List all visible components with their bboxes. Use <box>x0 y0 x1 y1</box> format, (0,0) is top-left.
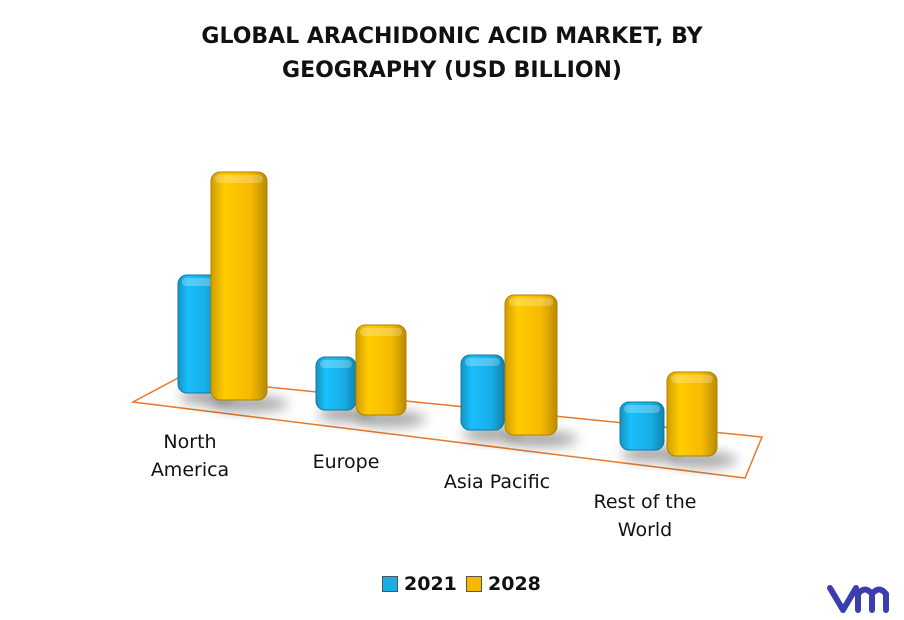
bar <box>504 294 558 436</box>
floor <box>130 377 764 479</box>
legend-swatch <box>466 576 482 592</box>
legend-item: 2021 <box>382 573 457 595</box>
bar-highlight <box>320 360 352 368</box>
legend-label: 2028 <box>488 573 541 595</box>
x-tick-label: Europe <box>312 451 380 473</box>
x-tick-label: North America <box>150 431 230 481</box>
bar-highlight <box>671 375 713 383</box>
bar-highlight <box>624 405 660 413</box>
legend-item: 2028 <box>466 573 541 595</box>
x-tick-label: Asia Pacific <box>443 471 551 493</box>
bar <box>666 371 718 457</box>
bar <box>619 401 665 451</box>
legend-swatch <box>382 576 398 592</box>
chart-title: GLOBAL ARACHIDONIC ACID MARKET, BY GEOGR… <box>201 24 703 83</box>
legend-label: 2021 <box>404 573 457 595</box>
bar-highlight <box>465 358 500 366</box>
logo <box>827 585 889 613</box>
bar <box>355 324 407 416</box>
bar-highlight <box>215 175 263 183</box>
bar <box>210 171 268 401</box>
bar-highlight <box>509 298 553 306</box>
bar-highlight <box>360 328 402 336</box>
x-tick-label: Rest of the World <box>593 491 697 541</box>
bar <box>460 354 505 431</box>
bar-highlight <box>182 278 214 286</box>
